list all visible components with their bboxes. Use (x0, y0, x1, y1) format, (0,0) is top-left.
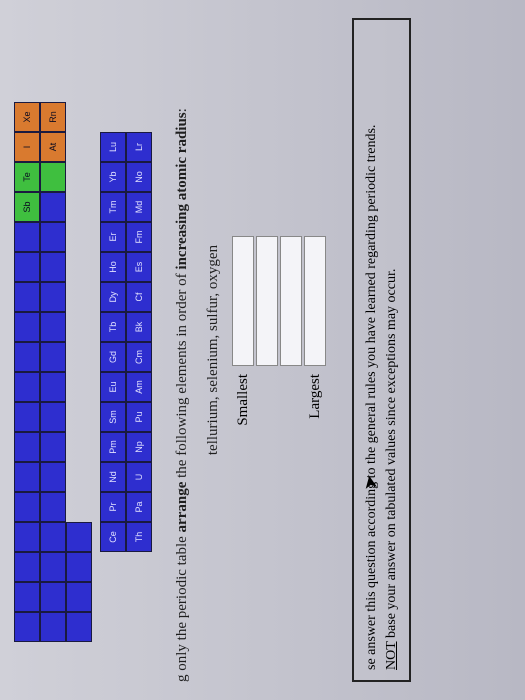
element-cell (40, 522, 66, 552)
note-line1: se answer this question according to the… (364, 125, 379, 670)
question-lead: g only the periodic table (174, 532, 190, 682)
element-cell: Pu (126, 402, 152, 432)
element-cell (40, 492, 66, 522)
element-cell: Am (126, 372, 152, 402)
element-cell (40, 432, 66, 462)
element-cell: No (126, 162, 152, 192)
ptable-row: SbTeIXe (14, 18, 40, 642)
element-cell (40, 282, 66, 312)
element-cell: U (126, 462, 152, 492)
element-cell: Np (126, 432, 152, 462)
element-cell: Ce (100, 522, 126, 552)
element-cell: Sb (14, 192, 40, 222)
element-cell: Xe (14, 102, 40, 132)
element-cell (40, 162, 66, 192)
element-cell (14, 252, 40, 282)
element-cell: Pr (100, 492, 126, 522)
smallest-label: Smallest (235, 374, 252, 464)
element-cell: Eu (100, 372, 126, 402)
element-cell (40, 582, 66, 612)
element-cell: Lr (126, 132, 152, 162)
element-cell (40, 372, 66, 402)
element-cell (40, 402, 66, 432)
element-cell (14, 222, 40, 252)
element-cell (14, 312, 40, 342)
element-cell (40, 552, 66, 582)
element-cell: Er (100, 222, 126, 252)
element-cell (14, 372, 40, 402)
element-cell: Pa (126, 492, 152, 522)
question-tail: : (174, 108, 190, 112)
answer-area: Smallest Largest (232, 18, 326, 682)
element-cell (14, 282, 40, 312)
element-cell (14, 492, 40, 522)
element-cell (14, 522, 40, 552)
note-line2-post: base your answer on tabulated values sin… (384, 269, 399, 642)
element-cell (14, 582, 40, 612)
question-bold2: increasing atomic radius (174, 112, 190, 269)
answer-input-1[interactable] (232, 236, 254, 366)
answer-input-2[interactable] (256, 236, 278, 366)
question-bold1: arrange (174, 482, 190, 533)
element-cell (14, 402, 40, 432)
element-cell: Cm (126, 342, 152, 372)
largest-label: Largest (307, 374, 324, 464)
ptable-row (66, 18, 92, 642)
element-cell: Tm (100, 192, 126, 222)
element-cell (14, 432, 40, 462)
element-cell: Fm (126, 222, 152, 252)
element-cell (40, 342, 66, 372)
element-cell (66, 612, 92, 642)
periodic-table: SbTeIXeAtRn CePrNdPmSmEuGdTbDyHoErTmYbLu… (14, 18, 152, 642)
ptable-row: ThPaUNpPuAmCmBkCfEsFmMdNoLr (126, 18, 152, 552)
element-cell: Es (126, 252, 152, 282)
element-cell: Md (126, 192, 152, 222)
element-cell: Ho (100, 252, 126, 282)
element-cell (14, 462, 40, 492)
element-cell (66, 552, 92, 582)
element-cell: Sm (100, 402, 126, 432)
question-text: g only the periodic table arrange the fo… (174, 18, 191, 682)
element-cell (40, 252, 66, 282)
ptable-row: AtRn (40, 18, 66, 642)
element-cell: Th (126, 522, 152, 552)
element-cell (14, 342, 40, 372)
element-cell: Gd (100, 342, 126, 372)
ptable-row: CePrNdPmSmEuGdTbDyHoErTmYbLu (100, 18, 126, 552)
instruction-note: se answer this question according to the… (352, 18, 411, 682)
element-cell (40, 312, 66, 342)
element-cell: Cf (126, 282, 152, 312)
element-cell: Pm (100, 432, 126, 462)
element-cell: At (40, 132, 66, 162)
element-cell: Bk (126, 312, 152, 342)
element-cell (40, 462, 66, 492)
element-cell: Tb (100, 312, 126, 342)
answer-input-3[interactable] (280, 236, 302, 366)
element-cell: Rn (40, 102, 66, 132)
element-cell (40, 612, 66, 642)
element-cell (66, 522, 92, 552)
element-cell (40, 222, 66, 252)
element-cell: Dy (100, 282, 126, 312)
element-cell: Nd (100, 462, 126, 492)
answer-input-4[interactable] (304, 236, 326, 366)
element-cell (14, 612, 40, 642)
element-cell (14, 552, 40, 582)
element-cell: Te (14, 162, 40, 192)
element-cell: Lu (100, 132, 126, 162)
element-cell (66, 582, 92, 612)
element-cell: Yb (100, 162, 126, 192)
element-cell (40, 192, 66, 222)
note-not: NOT (384, 641, 399, 670)
question-mid: the following elements in order of (174, 270, 190, 482)
elements-list: tellurium, selenium, sulfur, oxygen (205, 18, 222, 682)
element-cell: I (14, 132, 40, 162)
